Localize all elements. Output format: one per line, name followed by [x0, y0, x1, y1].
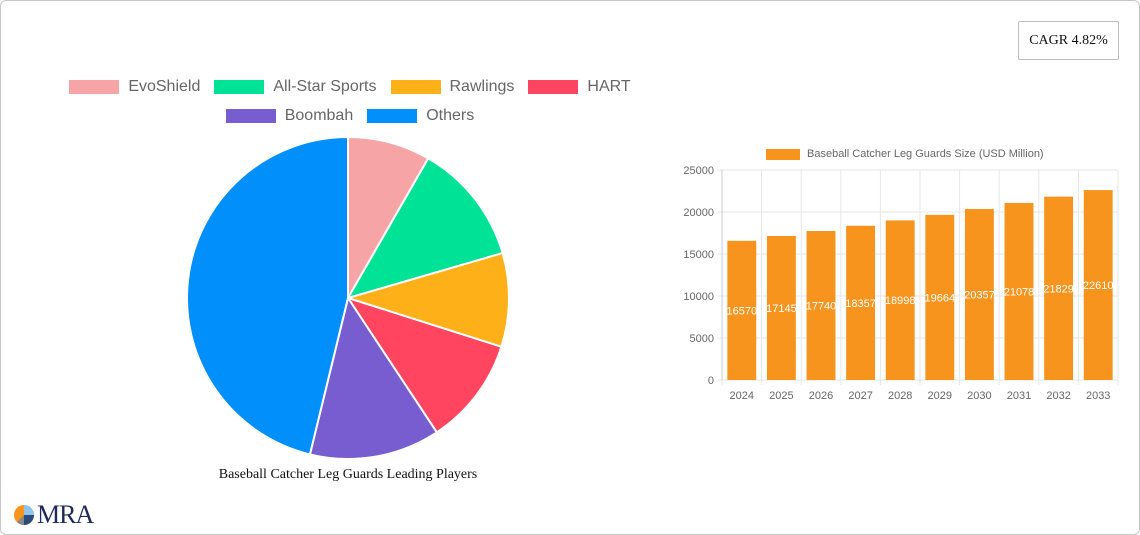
x-tick-label: 2028 [888, 390, 912, 402]
legend-label: Baseball Catcher Leg Guards Size (USD Mi… [807, 148, 1044, 160]
bar-legend[interactable]: Baseball Catcher Leg Guards Size (USD Mi… [766, 148, 1044, 160]
legend-label: Rawlings [449, 77, 515, 95]
legend-label: Others [426, 106, 475, 124]
bar-2025[interactable] [766, 235, 796, 380]
pie-slice-rawlings[interactable] [344, 251, 510, 349]
legend-item-boombah[interactable]: Boombah [225, 106, 354, 125]
x-tick-label: 2032 [1046, 390, 1070, 402]
legend-item-others[interactable]: Others [367, 107, 474, 125]
bar-2031[interactable] [1004, 202, 1034, 380]
bar-2033[interactable] [1083, 190, 1113, 380]
legend-label: Boombah [284, 106, 354, 124]
bar-value-label: 20357 [964, 290, 995, 302]
legend-swatch [367, 108, 418, 123]
bar-2024[interactable] [727, 240, 757, 380]
x-tick-label: 2026 [809, 390, 833, 402]
legend-swatch [390, 79, 441, 94]
bar-2027[interactable] [846, 225, 876, 380]
pie-slice-hart[interactable] [345, 296, 503, 434]
y-tick-label: 10000 [683, 291, 714, 303]
legend-item-rawlings[interactable]: Rawlings [390, 77, 515, 96]
bar-2029[interactable] [925, 214, 955, 380]
legend-swatch [69, 79, 120, 94]
bar-value-label: 22610 [1083, 280, 1114, 292]
y-tick-label: 5000 [690, 333, 714, 345]
x-tick-label: 2030 [967, 390, 991, 402]
bar-value-label: 21829 [1043, 283, 1074, 295]
bar-value-label: 17740 [806, 300, 837, 312]
pie-slice-boombah[interactable] [308, 295, 439, 460]
legend-item-evoshield[interactable]: EvoShield [69, 78, 200, 96]
bar-value-label: 21078 [1004, 286, 1035, 298]
legend-swatch [225, 108, 276, 123]
legend-swatch [214, 79, 265, 94]
bar-value-label: 16570 [727, 305, 758, 317]
bar-2032[interactable] [1044, 196, 1074, 380]
y-tick-label: 0 [708, 375, 714, 387]
logo-text: MRA [37, 500, 94, 529]
x-tick-label: 2027 [848, 390, 872, 402]
legend-swatch [528, 79, 579, 94]
legend-item-hart[interactable]: HART [528, 77, 631, 96]
y-tick-label: 15000 [683, 249, 714, 261]
pie-slice-others[interactable] [186, 136, 349, 456]
bar-value-label: 18357 [845, 298, 876, 310]
legend-swatch [766, 148, 800, 160]
bar-2028[interactable] [885, 220, 915, 380]
bar-2030[interactable] [964, 209, 994, 380]
legend-label: EvoShield [128, 77, 201, 95]
legend-item-all-star-sports[interactable]: All-Star Sports [214, 77, 377, 96]
y-tick-label: 20000 [683, 207, 714, 219]
x-tick-label: 2025 [769, 390, 793, 402]
bar-chart: 0 5000 10000 15000 20000 25000 16570 2024 17145 2… [683, 165, 1119, 402]
pie-legend: EvoShield All-Star Sports Rawlings HART … [40, 72, 660, 130]
bar-value-label: 17145 [766, 303, 797, 315]
pie-chart [186, 136, 510, 460]
bar-value-label: 18998 [885, 295, 916, 307]
x-tick-label: 2029 [928, 390, 952, 402]
x-tick-label: 2024 [730, 390, 754, 402]
bar-2026[interactable] [806, 230, 836, 380]
cagr-badge: CAGR 4.82% [1018, 21, 1119, 60]
pie-chart-title: Baseball Catcher Leg Guards Leading Play… [218, 467, 478, 482]
mra-logo: MRA [12, 500, 94, 530]
logo-pie-icon [14, 505, 34, 525]
bar-value-label: 19664 [925, 292, 956, 304]
y-tick-label: 25000 [683, 165, 714, 177]
legend-label: All-Star Sports [273, 77, 377, 95]
x-tick-label: 2031 [1007, 390, 1031, 402]
x-tick-label: 2033 [1086, 390, 1110, 402]
legend-label: HART [587, 77, 631, 95]
pie-slice-all-star-sports[interactable] [345, 157, 504, 300]
